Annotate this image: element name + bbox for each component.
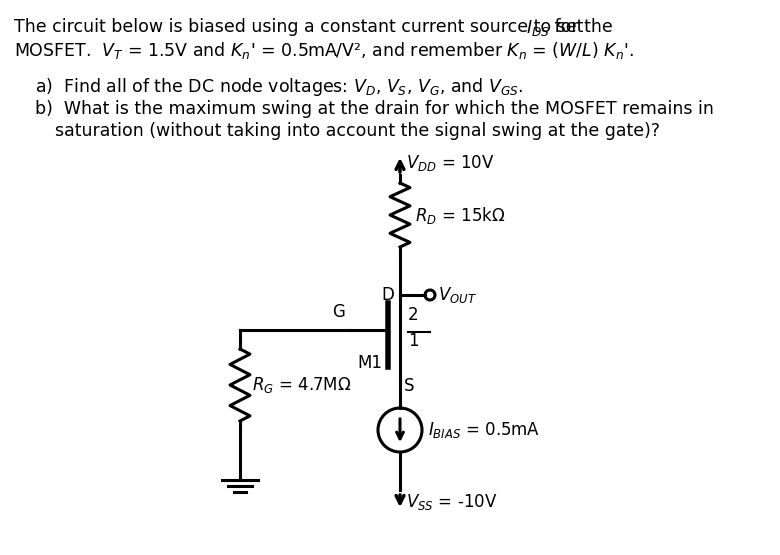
- Text: G: G: [332, 303, 345, 321]
- Text: b)  What is the maximum swing at the drain for which the MOSFET remains in: b) What is the maximum swing at the drai…: [35, 100, 714, 118]
- Text: M1: M1: [357, 354, 382, 372]
- Text: $V_{DD}$ = 10V: $V_{DD}$ = 10V: [406, 153, 495, 173]
- Text: $I_{BIAS}$ = 0.5mA: $I_{BIAS}$ = 0.5mA: [428, 420, 540, 440]
- Text: $I_{DS}$: $I_{DS}$: [526, 18, 550, 38]
- Text: $R_D$ = 15k$\Omega$: $R_D$ = 15k$\Omega$: [415, 204, 505, 225]
- Text: MOSFET.  $V_T$ = 1.5V and $K_n$' = 0.5mA/V², and remember $K_n$ = $(W/L)$ $K_n$': MOSFET. $V_T$ = 1.5V and $K_n$' = 0.5mA/…: [14, 40, 633, 61]
- Text: $V_{SS}$ = -10V: $V_{SS}$ = -10V: [406, 492, 498, 512]
- Text: S: S: [404, 377, 414, 395]
- Text: D: D: [381, 286, 394, 304]
- Text: 2: 2: [408, 306, 419, 324]
- Text: $V_{OUT}$: $V_{OUT}$: [438, 285, 477, 305]
- Text: a)  Find all of the DC node voltages: $V_D$, $V_S$, $V_G$, and $V_{GS}$.: a) Find all of the DC node voltages: $V_…: [35, 76, 523, 98]
- Text: $R_G$ = 4.7M$\Omega$: $R_G$ = 4.7M$\Omega$: [252, 375, 351, 395]
- Text: 1: 1: [408, 332, 419, 350]
- Text: The circuit below is biased using a constant current source to set: The circuit below is biased using a cons…: [14, 18, 589, 36]
- Text: for the: for the: [549, 18, 613, 36]
- Text: saturation (without taking into account the signal swing at the gate)?: saturation (without taking into account …: [55, 122, 660, 140]
